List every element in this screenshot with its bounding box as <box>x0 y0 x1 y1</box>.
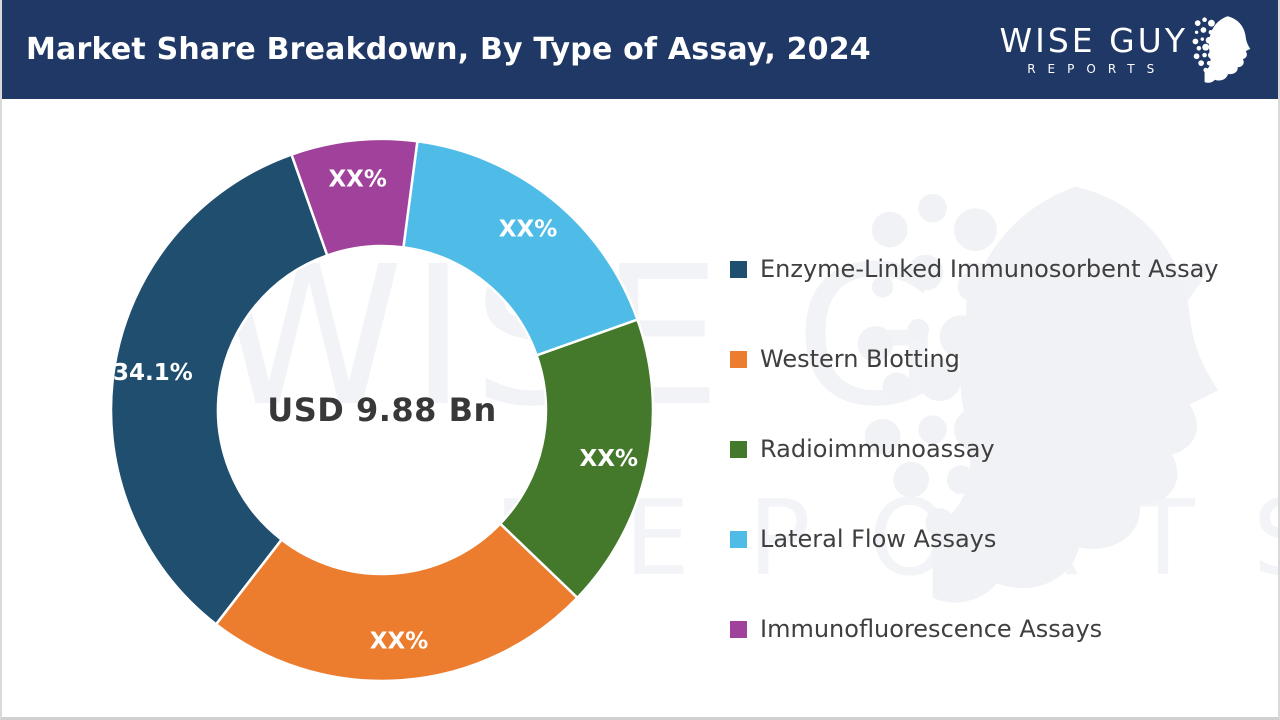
legend-swatch <box>730 620 747 638</box>
logo-subtitle: REPORTS <box>1027 61 1167 76</box>
donut-slice-2 <box>498 317 655 600</box>
legend-label: Immunofluorescence Assays <box>760 615 1103 643</box>
slice-value-label-0: 34.1% <box>113 360 193 386</box>
legend-swatch <box>730 530 747 548</box>
legend-label: Western Blotting <box>760 345 960 373</box>
legend-item: Enzyme-Linked Immunosorbent Assay <box>730 252 1218 286</box>
slice-value-label-1: XX% <box>370 628 429 654</box>
legend-item: Immunofluorescence Assays <box>730 612 1218 646</box>
legend-label: Lateral Flow Assays <box>760 525 997 553</box>
logo-wordmark: WISE GUY <box>999 20 1188 60</box>
chart-legend: Enzyme-Linked Immunosorbent Assay Western… <box>730 252 1218 646</box>
legend-item: Western Blotting <box>730 342 1218 376</box>
donut-center-value: USD 9.88 Bn <box>267 391 497 429</box>
legend-item: Radioimmunoassay <box>730 432 1218 466</box>
wise-guy-logo: WISE GUY REPORTS <box>999 10 1256 90</box>
donut-chart: 34.1% XX% XX% XX% XX% USD 9.88 Bn <box>92 120 672 700</box>
legend-swatch <box>730 260 747 278</box>
legend-item: Lateral Flow Assays <box>730 522 1218 556</box>
donut-slice-1 <box>214 521 580 683</box>
slice-value-label-2: XX% <box>580 446 639 472</box>
slice-value-label-3: XX% <box>499 217 558 243</box>
donut-slice-4 <box>289 137 419 258</box>
logo-text: WISE GUY REPORTS <box>999 24 1188 76</box>
donut-slice-3 <box>402 139 640 357</box>
legend-label: Enzyme-Linked Immunosorbent Assay <box>760 255 1219 283</box>
legend-label: Radioimmunoassay <box>760 435 995 463</box>
header: Market Share Breakdown, By Type of Assay… <box>2 0 1278 99</box>
logo-face-icon <box>1192 10 1256 90</box>
legend-swatch <box>730 350 747 368</box>
donut-slice-0 <box>109 152 329 627</box>
legend-swatch <box>730 440 747 458</box>
page-title: Market Share Breakdown, By Type of Assay… <box>26 32 871 67</box>
slice-value-label-4: XX% <box>328 166 387 192</box>
